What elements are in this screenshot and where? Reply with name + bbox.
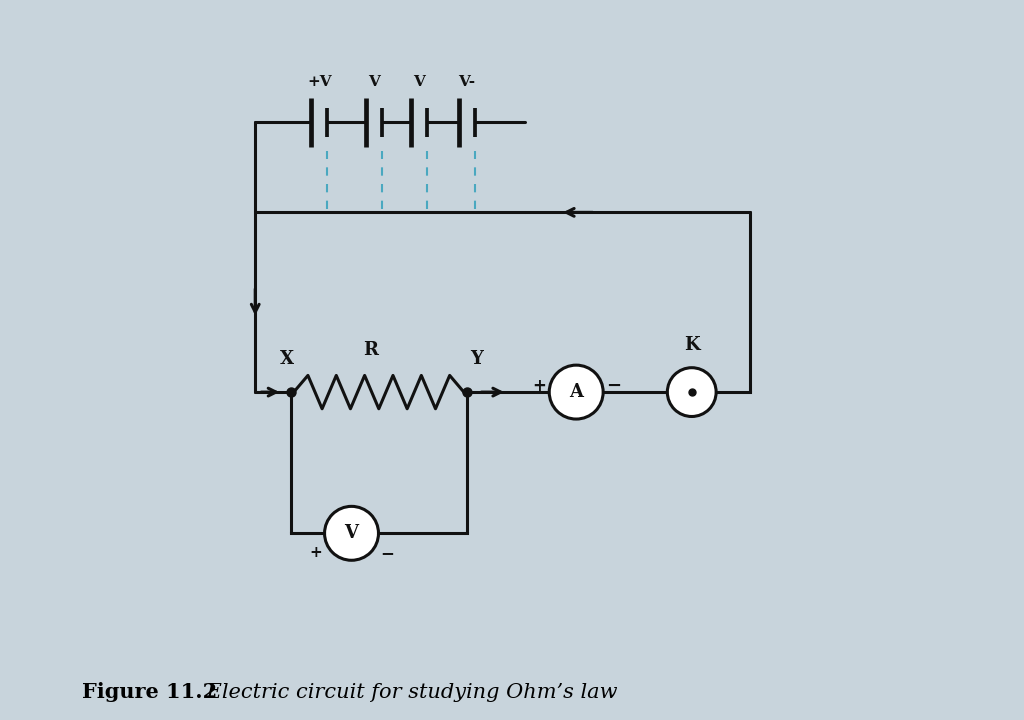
Text: R: R (364, 341, 378, 359)
Text: X: X (281, 350, 294, 368)
Text: Y: Y (470, 350, 483, 368)
Circle shape (668, 368, 716, 416)
Circle shape (549, 365, 603, 419)
Text: V: V (344, 524, 358, 542)
Text: V: V (368, 75, 380, 89)
Text: +V: +V (307, 75, 332, 89)
Circle shape (325, 506, 379, 560)
Text: A: A (569, 383, 584, 401)
Text: V-: V- (459, 75, 475, 89)
Text: Figure 11.2: Figure 11.2 (82, 682, 217, 702)
Text: +: + (532, 377, 546, 395)
Text: +: + (309, 545, 322, 560)
Text: K: K (684, 336, 699, 354)
Text: −: − (381, 544, 394, 562)
Text: Electric circuit for studying Ohm’s law: Electric circuit for studying Ohm’s law (200, 683, 617, 702)
Text: V: V (413, 75, 425, 89)
Text: −: − (606, 377, 621, 395)
